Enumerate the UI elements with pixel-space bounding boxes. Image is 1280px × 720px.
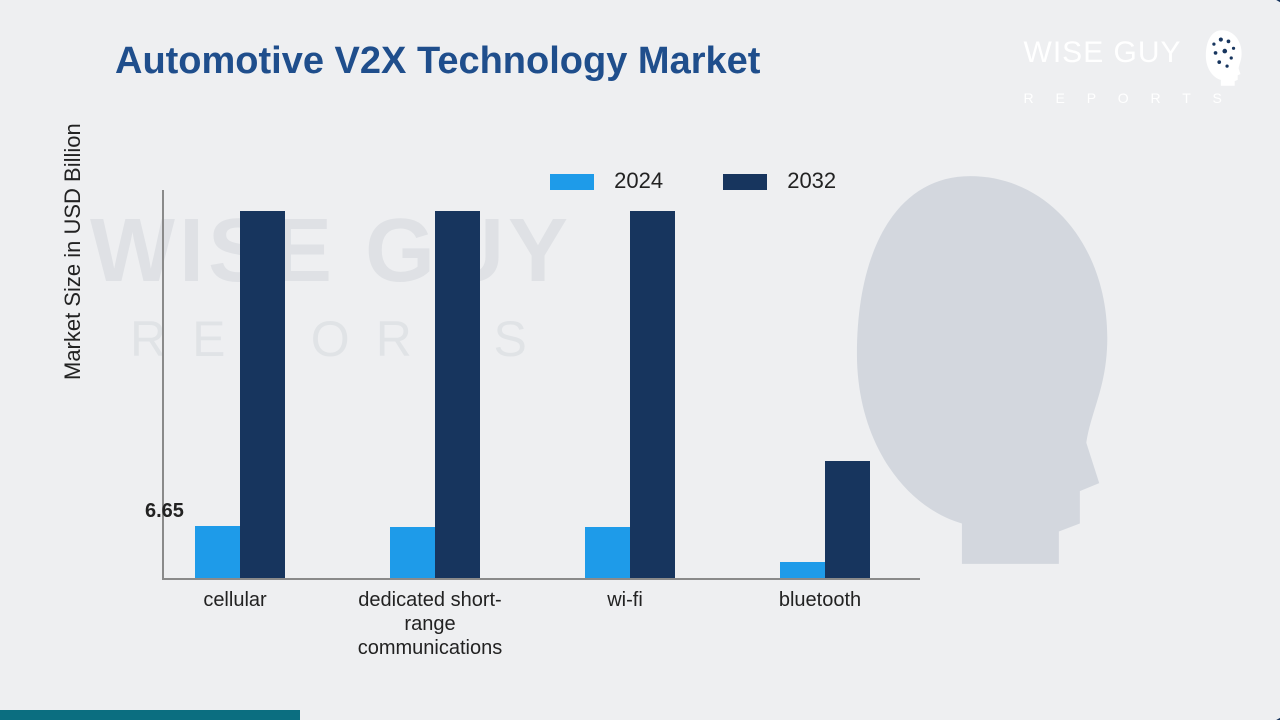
- bar-2032: [435, 211, 480, 578]
- legend-swatch-2032: [723, 174, 767, 190]
- brand-logo: WISE GUY R E P O R T S: [1024, 28, 1252, 106]
- bar-value-label: 6.65: [145, 500, 184, 523]
- category-label: dedicated short-range communications: [335, 588, 525, 660]
- stage: WISE GUY R E P O R T S Automotive V2X Te…: [0, 0, 1280, 720]
- category-label: wi-fi: [530, 588, 720, 612]
- category-label: bluetooth: [725, 588, 915, 612]
- bar-group: [370, 190, 510, 580]
- logo-head-icon: [1192, 28, 1252, 88]
- y-axis-label: Market Size in USD Billion: [60, 123, 86, 380]
- logo-text-line2: R E P O R T S: [1024, 90, 1252, 106]
- chart-title: Automotive V2X Technology Market: [115, 40, 760, 83]
- bar-group: [565, 190, 705, 580]
- bar-2024: [585, 527, 630, 578]
- bar-2032: [825, 461, 870, 578]
- bar-2024: [390, 527, 435, 578]
- bar-group: [760, 190, 900, 580]
- bar-chart: [120, 190, 920, 580]
- bar-2024: [195, 526, 240, 578]
- legend-swatch-2024: [550, 174, 594, 190]
- category-label: cellular: [140, 588, 330, 612]
- logo-text-line1: WISE GUY: [1024, 36, 1182, 69]
- bar-2032: [630, 211, 675, 578]
- bar-2032: [240, 211, 285, 578]
- bar-group: [175, 190, 315, 580]
- bar-2024: [780, 562, 825, 578]
- bottom-accent-bar: [0, 710, 300, 720]
